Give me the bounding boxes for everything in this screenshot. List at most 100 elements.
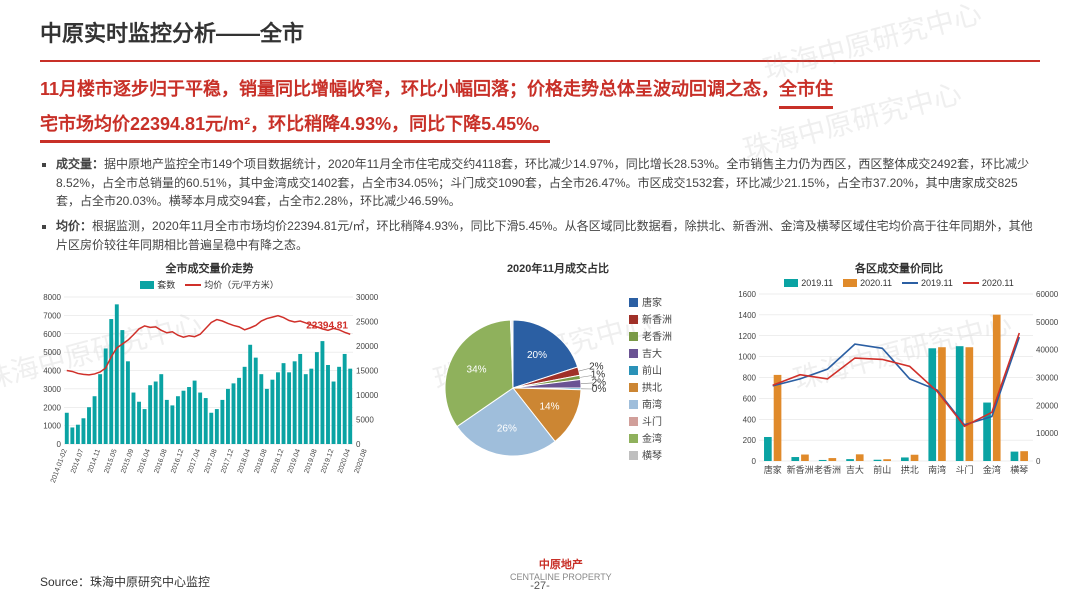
svg-text:2014.01-02: 2014.01-02 [50, 448, 69, 484]
svg-text:1600: 1600 [738, 290, 756, 299]
legend-item: 2020.11 [963, 278, 1014, 288]
svg-text:10000: 10000 [356, 391, 379, 400]
svg-text:1200: 1200 [738, 332, 756, 341]
svg-text:2016.12: 2016.12 [170, 448, 185, 474]
svg-text:吉大: 吉大 [642, 347, 662, 360]
page-number: -27- [530, 580, 550, 592]
svg-text:0: 0 [752, 457, 757, 466]
svg-text:2018.04: 2018.04 [237, 448, 252, 474]
svg-text:15000: 15000 [356, 367, 379, 376]
svg-text:拱北: 拱北 [642, 381, 662, 394]
legend-item: 2019.11 [902, 278, 953, 288]
svg-text:新香洲: 新香洲 [787, 464, 814, 475]
svg-text:2015.05: 2015.05 [103, 448, 118, 474]
svg-text:南湾: 南湾 [928, 464, 946, 475]
charts-row: 全市成交量价走势 套数 均价（元/平方米） 010002000300040005… [32, 260, 1060, 493]
svg-text:横琴: 横琴 [1010, 464, 1028, 475]
header: 中原实时监控分析——全市 [0, 0, 1080, 56]
legend-item: 均价（元/平方米） [185, 278, 279, 291]
svg-text:30000: 30000 [356, 293, 379, 302]
svg-text:前山: 前山 [873, 464, 891, 475]
chart-combo: 全市成交量价走势 套数 均价（元/平方米） 010002000300040005… [32, 260, 387, 493]
svg-text:800: 800 [743, 374, 757, 383]
svg-text:1000: 1000 [43, 422, 61, 431]
highlight-line1-ul: 全市住 [779, 74, 833, 109]
chart-region-svg: 0200400600800100012001400160001000020000… [729, 290, 1069, 485]
legend-swatch [140, 281, 154, 289]
svg-text:2020.08: 2020.08 [354, 448, 369, 474]
chart-pie-svg: 20%2%1%2%0%14%26%34%唐家新香洲老香洲吉大前山拱北南湾斗门金湾… [393, 278, 723, 486]
logo: 中原地产 CENTALINE PROPERTY [510, 556, 612, 582]
svg-text:老香洲: 老香洲 [642, 330, 672, 343]
svg-text:南湾: 南湾 [642, 398, 662, 411]
legend-label: 2019.11 [921, 278, 953, 288]
svg-text:20%: 20% [527, 350, 547, 361]
highlight-line1: 11月楼市逐步归于平稳，销量同比增幅收窄，环比小幅回落；价格走势总体呈波动回调之… [40, 79, 779, 99]
svg-text:2016.04: 2016.04 [137, 448, 152, 474]
bullet-item: 均价：根据监测，2020年11月全市市场均价22394.81元/㎡，环比稍降4.… [56, 217, 1040, 254]
svg-text:40000: 40000 [1036, 346, 1059, 355]
source-text: Source：珠海中原研究中心监控 [40, 573, 210, 590]
legend-swatch [902, 282, 918, 284]
chart-region: 各区成交量价同比 2019.11 2020.11 2019.11 2020.11… [729, 260, 1069, 493]
page-title: 中原实时监控分析——全市 [40, 16, 1040, 48]
svg-text:6000: 6000 [43, 330, 61, 339]
svg-text:600: 600 [743, 395, 757, 404]
svg-text:2017.12: 2017.12 [220, 448, 235, 474]
svg-text:2017.08: 2017.08 [203, 448, 218, 474]
chart-combo-title: 全市成交量价走势 [32, 260, 387, 276]
legend-item: 2020.11 [843, 278, 892, 288]
svg-text:0%: 0% [592, 384, 607, 395]
bullet-label: 均价： [56, 219, 92, 233]
svg-text:2014.07: 2014.07 [70, 448, 85, 474]
svg-text:34%: 34% [467, 365, 487, 376]
header-rule [40, 60, 1040, 62]
svg-text:2018.08: 2018.08 [253, 448, 268, 474]
bullet-item: 成交量：据中原地产监控全市149个项目数据统计，2020年11月全市住宅成交约4… [56, 155, 1040, 211]
chart-pie: 2020年11月成交占比 20%2%1%2%0%14%26%34%唐家新香洲老香… [393, 260, 723, 493]
svg-text:25000: 25000 [356, 318, 379, 327]
svg-text:1000: 1000 [738, 353, 756, 362]
bullet-text: 据中原地产监控全市149个项目数据统计，2020年11月全市住宅成交约4118套… [56, 157, 1029, 208]
legend-swatch [963, 282, 979, 284]
legend-label: 均价（元/平方米） [204, 278, 279, 291]
svg-text:14%: 14% [539, 401, 559, 412]
chart-region-legend: 2019.11 2020.11 2019.11 2020.11 [729, 278, 1069, 288]
svg-text:前山: 前山 [642, 364, 662, 377]
svg-text:20000: 20000 [356, 342, 379, 351]
svg-text:60000: 60000 [1036, 290, 1059, 299]
svg-text:新香洲: 新香洲 [642, 313, 672, 326]
svg-text:斗门: 斗门 [955, 464, 973, 475]
logo-en: CENTALINE PROPERTY [510, 572, 612, 582]
svg-text:5000: 5000 [43, 348, 61, 357]
svg-text:400: 400 [743, 415, 757, 424]
legend-swatch [843, 279, 857, 287]
svg-text:22394.81: 22394.81 [306, 320, 348, 331]
svg-text:吉大: 吉大 [846, 464, 864, 475]
svg-text:30000: 30000 [1036, 374, 1059, 383]
svg-text:2019.08: 2019.08 [304, 448, 319, 474]
svg-text:5000: 5000 [356, 416, 374, 425]
svg-text:唐家: 唐家 [642, 296, 662, 309]
svg-text:2018.12: 2018.12 [270, 448, 285, 474]
svg-text:7000: 7000 [43, 312, 61, 321]
svg-text:1400: 1400 [738, 311, 756, 320]
legend-swatch [185, 284, 201, 286]
svg-text:2014.11: 2014.11 [87, 448, 102, 474]
svg-text:横琴: 横琴 [642, 449, 662, 462]
svg-text:4000: 4000 [43, 367, 61, 376]
legend-label: 2020.11 [982, 278, 1014, 288]
legend-swatch [784, 279, 798, 287]
svg-text:2000: 2000 [43, 403, 61, 412]
svg-text:0: 0 [1036, 457, 1041, 466]
svg-text:斗门: 斗门 [642, 415, 662, 428]
svg-text:0: 0 [57, 440, 62, 449]
svg-text:唐家: 唐家 [764, 464, 782, 475]
bullet-text: 根据监测，2020年11月全市市场均价22394.81元/㎡，环比稍降4.93%… [56, 219, 1033, 252]
legend-item: 套数 [140, 278, 175, 291]
chart-pie-title: 2020年11月成交占比 [393, 260, 723, 276]
legend-label: 2019.11 [801, 278, 833, 288]
svg-text:50000: 50000 [1036, 318, 1059, 327]
chart-region-title: 各区成交量价同比 [729, 260, 1069, 276]
svg-text:2015.09: 2015.09 [120, 448, 135, 474]
